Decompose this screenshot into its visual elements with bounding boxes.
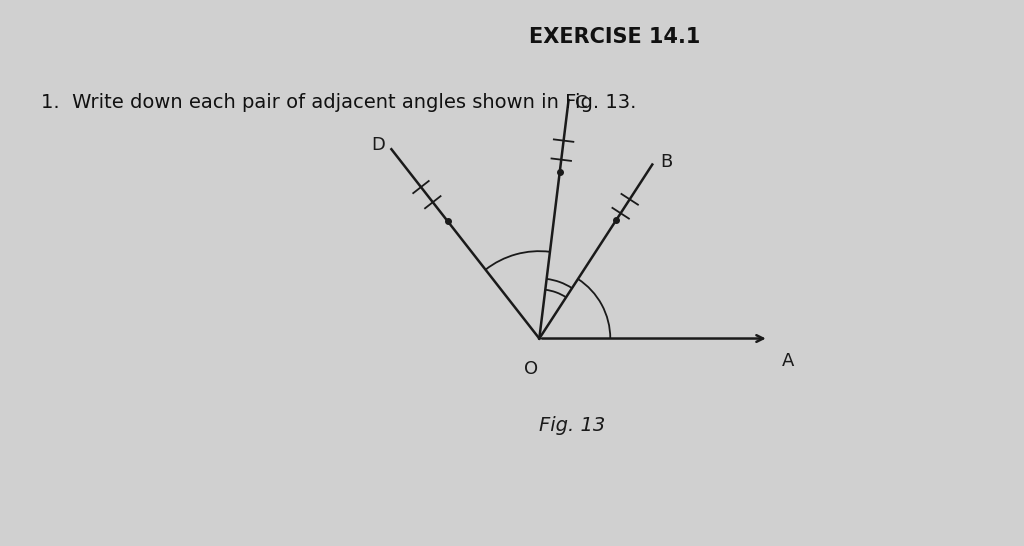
Text: EXERCISE 14.1: EXERCISE 14.1 <box>528 27 700 48</box>
Text: D: D <box>371 136 385 154</box>
Text: O: O <box>524 360 539 378</box>
Text: C: C <box>575 94 588 112</box>
Text: 1.  Write down each pair of adjacent angles shown in Fig. 13.: 1. Write down each pair of adjacent angl… <box>41 93 636 112</box>
Text: A: A <box>782 352 795 370</box>
Text: B: B <box>660 153 673 171</box>
Text: Fig. 13: Fig. 13 <box>539 417 605 435</box>
